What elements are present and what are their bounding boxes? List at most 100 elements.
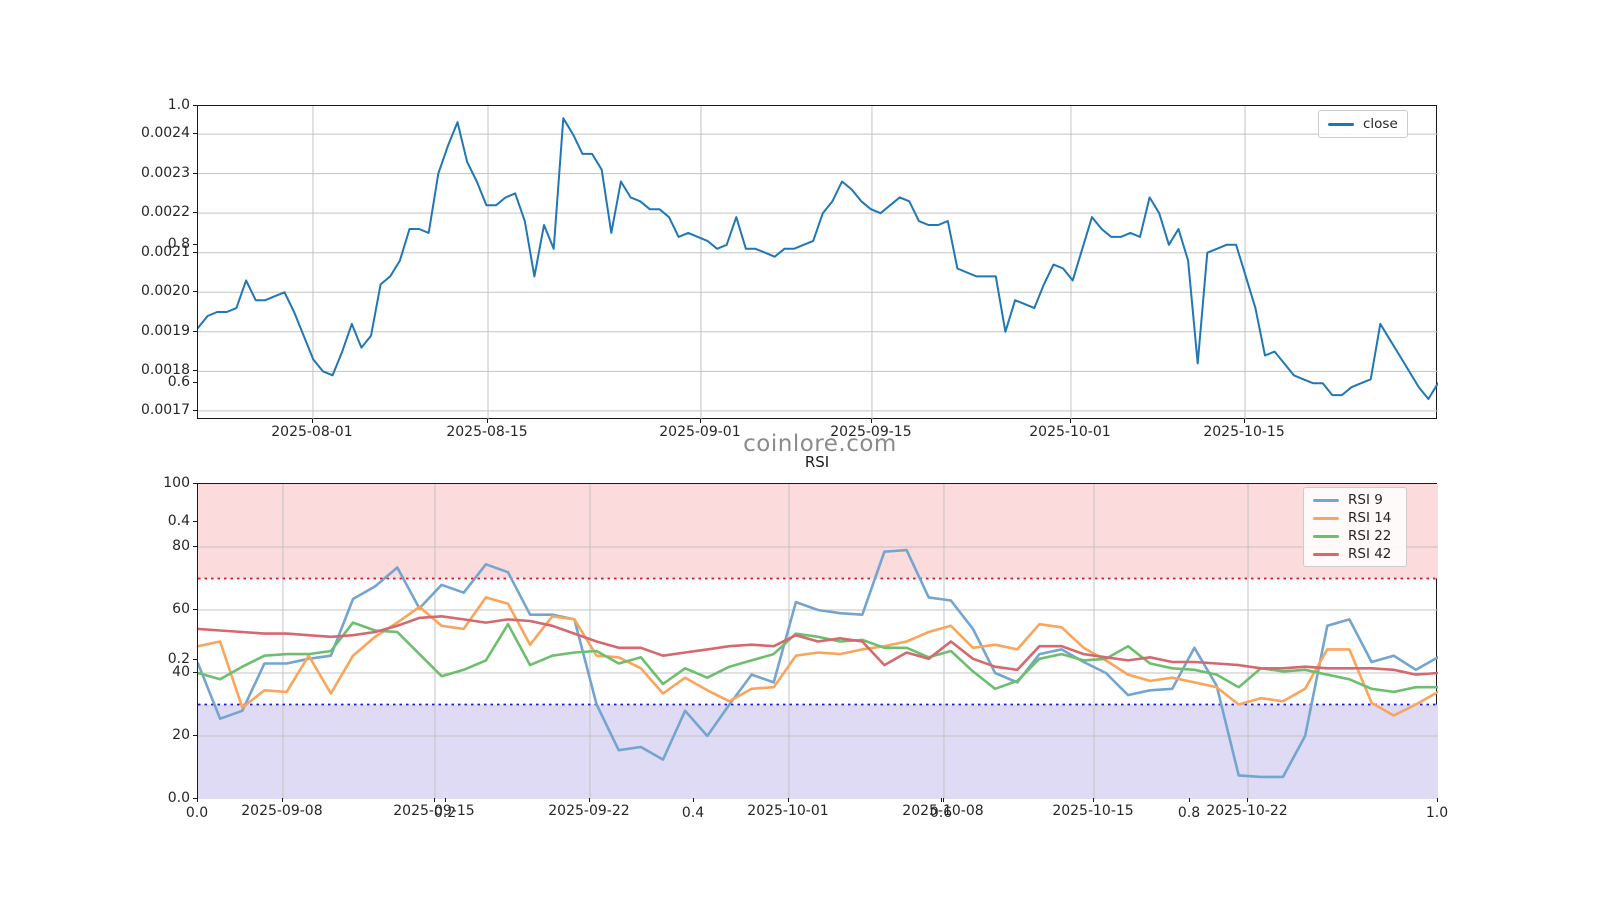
rsi-14-line [198, 596, 1438, 717]
watermark: coinlore.com [743, 431, 897, 457]
overlay-x-tick-label: 0.0 [185, 805, 209, 821]
price-y-tick-label: 0.0018 [141, 362, 190, 379]
overlay-y-tickmark [193, 243, 197, 245]
close-line [198, 117, 1438, 400]
rsi-y-tick-label: 60 [172, 601, 190, 617]
overlay-x-tickmark [941, 798, 942, 802]
overlay-x-tick-label: 1.0 [1425, 805, 1449, 821]
overlay-y-tickmark [193, 659, 197, 661]
rsi-x-tickmark [281, 798, 283, 802]
overlay-y-tick-label: 0.4 [167, 512, 190, 529]
overlay-y-tickmark [193, 520, 197, 522]
rsi-y-tickmark [193, 609, 197, 610]
overlay-x-tickmark [693, 798, 694, 802]
rsi-y-tickmark [193, 483, 197, 484]
overlay-x-tick-label: 0.2 [433, 805, 457, 821]
price-y-tick-label: 0.0021 [141, 243, 190, 260]
rsi-22-line [198, 621, 1438, 694]
overlay-x-tickmark [1437, 798, 1438, 802]
rsi-x-tickmark [1093, 798, 1095, 802]
rsi-x-tick-label: 2025-10-22 [1206, 803, 1288, 819]
overlay-x-tickmark [1189, 798, 1190, 802]
overlay-y-tick-label: 1.0 [167, 97, 190, 113]
legend-entry-close: close [1328, 115, 1398, 134]
price-y-tick-label: 0.0020 [141, 283, 190, 300]
price-y-tickmark [193, 370, 197, 372]
rsi-y-tick-label: 100 [163, 475, 190, 491]
rsi42-line-swatch [1313, 552, 1339, 556]
legend-label-rsi9: RSI 9 [1348, 492, 1383, 508]
overlay-x-tickmark [197, 798, 198, 802]
overlay-x-tick-label: 0.6 [929, 805, 953, 821]
price-y-tick-label: 0.0024 [141, 125, 190, 142]
price-x-tick-label: 2025-09-15 [830, 424, 912, 440]
price-y-tick-label: 0.0017 [141, 401, 190, 418]
rsi-y-tickmark [193, 546, 197, 547]
rsi-9-line [198, 548, 1438, 779]
rsi22-line-swatch [1313, 534, 1339, 538]
rsi-y-tickmark [193, 735, 197, 736]
legend-entry-rsi9: RSI 9 [1313, 491, 1397, 509]
rsi-plot-svg [198, 484, 1438, 799]
legend-label-rsi22: RSI 22 [1348, 528, 1392, 544]
rsi-y-tick-label: 80 [172, 538, 190, 554]
legend-label-close: close [1363, 116, 1398, 132]
rsi-x-tick-label: 2025-09-15 [393, 803, 475, 819]
rsi-x-tickmark [588, 798, 590, 802]
rsi-band-1 [198, 704, 1438, 799]
price-x-tick-label: 2025-08-01 [271, 424, 353, 440]
price-y-tickmark [193, 330, 197, 332]
rsi-y-tickmark [193, 672, 197, 673]
price-x-tick-label: 2025-10-15 [1203, 424, 1285, 440]
price-y-tickmark [193, 172, 197, 174]
price-x-tickmark [699, 419, 701, 423]
price-x-tick-label: 2025-09-01 [659, 424, 741, 440]
rsi-x-tickmark [433, 798, 435, 802]
legend-label-rsi42: RSI 42 [1348, 546, 1392, 562]
price-y-tickmark [193, 409, 197, 411]
rsi14-line-swatch [1313, 516, 1339, 520]
rsi-y-tick-label: 40 [172, 664, 190, 680]
price-x-tickmark [1069, 419, 1071, 423]
legend-entry-rsi14: RSI 14 [1313, 509, 1397, 527]
price-axes [197, 105, 1438, 420]
legend-label-rsi14: RSI 14 [1348, 510, 1392, 526]
price-y-tick-label: 0.0023 [141, 164, 190, 181]
price-x-tick-label: 2025-08-15 [446, 424, 528, 440]
close-line-swatch [1328, 122, 1354, 126]
legend-entry-rsi42: RSI 42 [1313, 545, 1397, 563]
rsi-y-tick-label: 20 [172, 727, 190, 743]
overlay-y-tickmark [193, 382, 197, 384]
rsi-x-tickmark [942, 798, 944, 802]
price-x-tickmark [311, 419, 313, 423]
overlay-x-tick-label: 0.8 [1177, 805, 1201, 821]
price-y-tickmark [193, 133, 197, 135]
price-x-tick-label: 2025-10-01 [1029, 424, 1111, 440]
rsi-axes [197, 483, 1438, 799]
price-x-tickmark [1244, 419, 1246, 423]
price-x-tickmark [487, 419, 489, 423]
price-y-tickmark [193, 251, 197, 253]
legend-entry-rsi22: RSI 22 [1313, 527, 1397, 545]
rsi9-line-swatch [1313, 498, 1339, 502]
rsi-x-tickmark [1247, 798, 1249, 802]
overlay-y-tick-label: 0.2 [167, 651, 190, 668]
overlay-y-tick-label: 0.6 [167, 374, 190, 391]
rsi-x-tick-label: 2025-10-01 [747, 803, 829, 819]
price-y-tickmark [193, 212, 197, 214]
overlay-y-tickmark [193, 798, 197, 799]
price-y-tick-label: 0.0022 [141, 204, 190, 221]
price-x-tickmark [870, 419, 872, 423]
overlay-y-tick-label: 0.0 [167, 790, 190, 806]
price-legend: close [1318, 110, 1408, 138]
rsi-x-tick-label: 2025-09-08 [241, 803, 323, 819]
rsi-band-0 [198, 484, 1438, 579]
rsi-x-tick-label: 2025-10-08 [902, 803, 984, 819]
overlay-y-tickmark [193, 105, 197, 106]
rsi-42-line [198, 615, 1438, 676]
rsi-x-tick-label: 2025-09-22 [548, 803, 630, 819]
rsi-legend: RSI 9 RSI 14 RSI 22 RSI 42 [1303, 487, 1407, 567]
rsi-x-tick-label: 2025-10-15 [1052, 803, 1134, 819]
price-plot-svg [198, 106, 1438, 420]
